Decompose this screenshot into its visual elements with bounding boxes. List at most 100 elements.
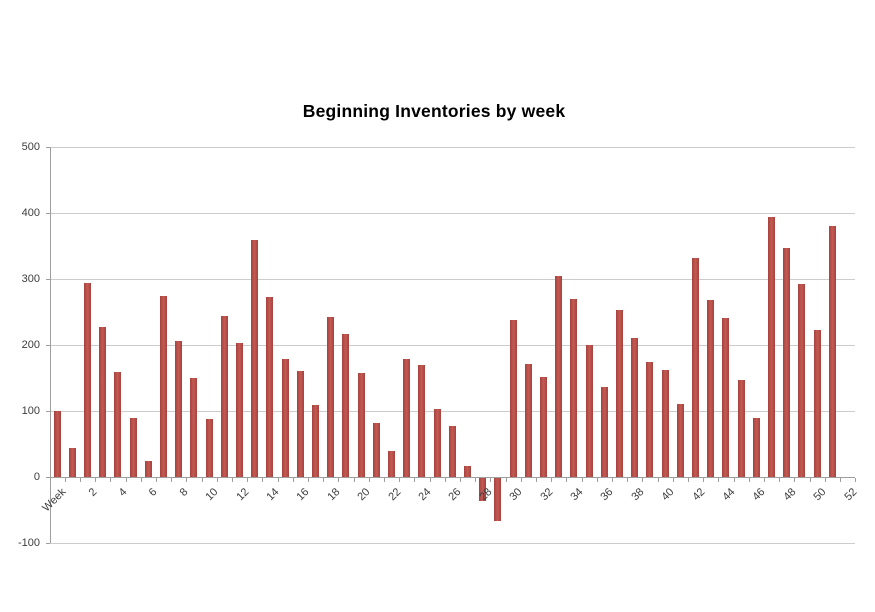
x-axis-tick-label: 46 (750, 486, 768, 504)
x-axis-tick-label: 2 (86, 486, 99, 499)
x-axis-tick-label: 26 (446, 486, 464, 504)
x-axis-tick-label: 10 (203, 486, 221, 504)
x-axis-tick (292, 478, 294, 483)
bar (220, 315, 228, 478)
bar (205, 419, 213, 478)
bar (464, 465, 471, 478)
bar (327, 317, 335, 478)
x-axis-tick (338, 478, 340, 483)
bar (251, 240, 259, 478)
x-axis-tick (399, 478, 401, 483)
y-axis-tick-label: 400 (21, 207, 40, 220)
bar (707, 299, 715, 478)
y-axis-tick-label: 300 (21, 273, 40, 286)
bar (388, 451, 395, 478)
x-axis-tick (459, 478, 461, 483)
bar (494, 478, 502, 522)
bar (448, 425, 456, 478)
bar (616, 310, 623, 478)
x-axis-tick (551, 478, 553, 483)
x-axis-tick (155, 478, 157, 483)
x-axis-tick-label: 24 (416, 486, 434, 504)
x-axis-tick (247, 478, 249, 483)
x-axis-tick (611, 478, 613, 483)
x-axis-tick (839, 478, 841, 483)
bar (418, 365, 426, 478)
x-axis-tick (581, 478, 583, 483)
bar (372, 423, 380, 478)
x-axis-tick (383, 478, 385, 483)
x-axis-tick (779, 478, 781, 483)
x-axis-tick-label: 34 (568, 486, 586, 504)
x-axis-tick (520, 478, 522, 483)
y-axis-tick (45, 213, 50, 215)
x-axis-tick (748, 478, 750, 483)
x-axis-tick-label: 36 (598, 486, 616, 504)
x-axis-tick (171, 478, 173, 483)
y-axis-tick (45, 279, 50, 281)
x-axis-tick (64, 478, 66, 483)
x-axis-tick-label: 14 (264, 486, 282, 504)
bar (236, 343, 243, 478)
x-axis-tick (307, 478, 309, 483)
bar (175, 341, 183, 478)
x-axis-tick (627, 478, 629, 483)
bar (53, 411, 61, 478)
bar (114, 371, 122, 478)
bar (631, 338, 639, 478)
x-axis-tick-label: 4 (116, 486, 130, 499)
x-axis-tick (763, 478, 765, 483)
x-axis-tick-label: 12 (233, 486, 251, 504)
bar (798, 284, 806, 478)
gridline (49, 279, 856, 281)
bar (555, 276, 563, 478)
x-axis-tick (642, 478, 644, 483)
x-axis-line (49, 477, 856, 479)
x-axis-tick (824, 478, 826, 483)
bar (524, 363, 532, 478)
x-axis-tick (733, 478, 735, 483)
x-axis-tick (809, 478, 811, 483)
bar (540, 377, 547, 478)
x-axis-tick (49, 478, 51, 483)
bar (312, 404, 319, 478)
y-axis-line (49, 147, 51, 544)
x-axis-tick (505, 478, 507, 483)
x-axis-tick (414, 478, 416, 483)
y-axis-tick-label: 200 (21, 339, 40, 352)
bar (509, 320, 517, 478)
bar (84, 282, 91, 478)
y-axis-tick (45, 477, 50, 479)
x-axis-tick-label: 42 (689, 486, 707, 504)
y-axis-tick-label: 100 (21, 405, 40, 418)
x-axis-tick (703, 478, 705, 483)
y-axis-tick (45, 543, 50, 545)
bar (68, 447, 76, 478)
bar (403, 358, 411, 478)
bar (296, 371, 304, 478)
x-axis-tick (323, 478, 325, 483)
bar (266, 296, 274, 478)
x-axis-tick (794, 478, 796, 483)
bar (676, 404, 684, 478)
y-axis-tick-label: 500 (21, 141, 40, 154)
bar (722, 317, 730, 478)
x-axis-tick-label: 38 (629, 486, 647, 504)
bar (828, 225, 836, 478)
x-axis-tick-label: 52 (841, 486, 859, 504)
x-axis-tick (687, 478, 689, 483)
bar (661, 370, 669, 478)
bar (570, 299, 578, 478)
y-axis-tick (45, 411, 50, 413)
bar (357, 373, 365, 478)
bar (646, 361, 654, 478)
y-axis-tick (45, 345, 50, 347)
bar (281, 358, 289, 478)
x-axis-tick (79, 478, 81, 483)
bar (129, 418, 137, 478)
x-axis-tick (140, 478, 142, 483)
x-axis-tick (657, 478, 659, 483)
bar (160, 295, 167, 478)
x-axis-tick-label: 32 (537, 486, 555, 504)
